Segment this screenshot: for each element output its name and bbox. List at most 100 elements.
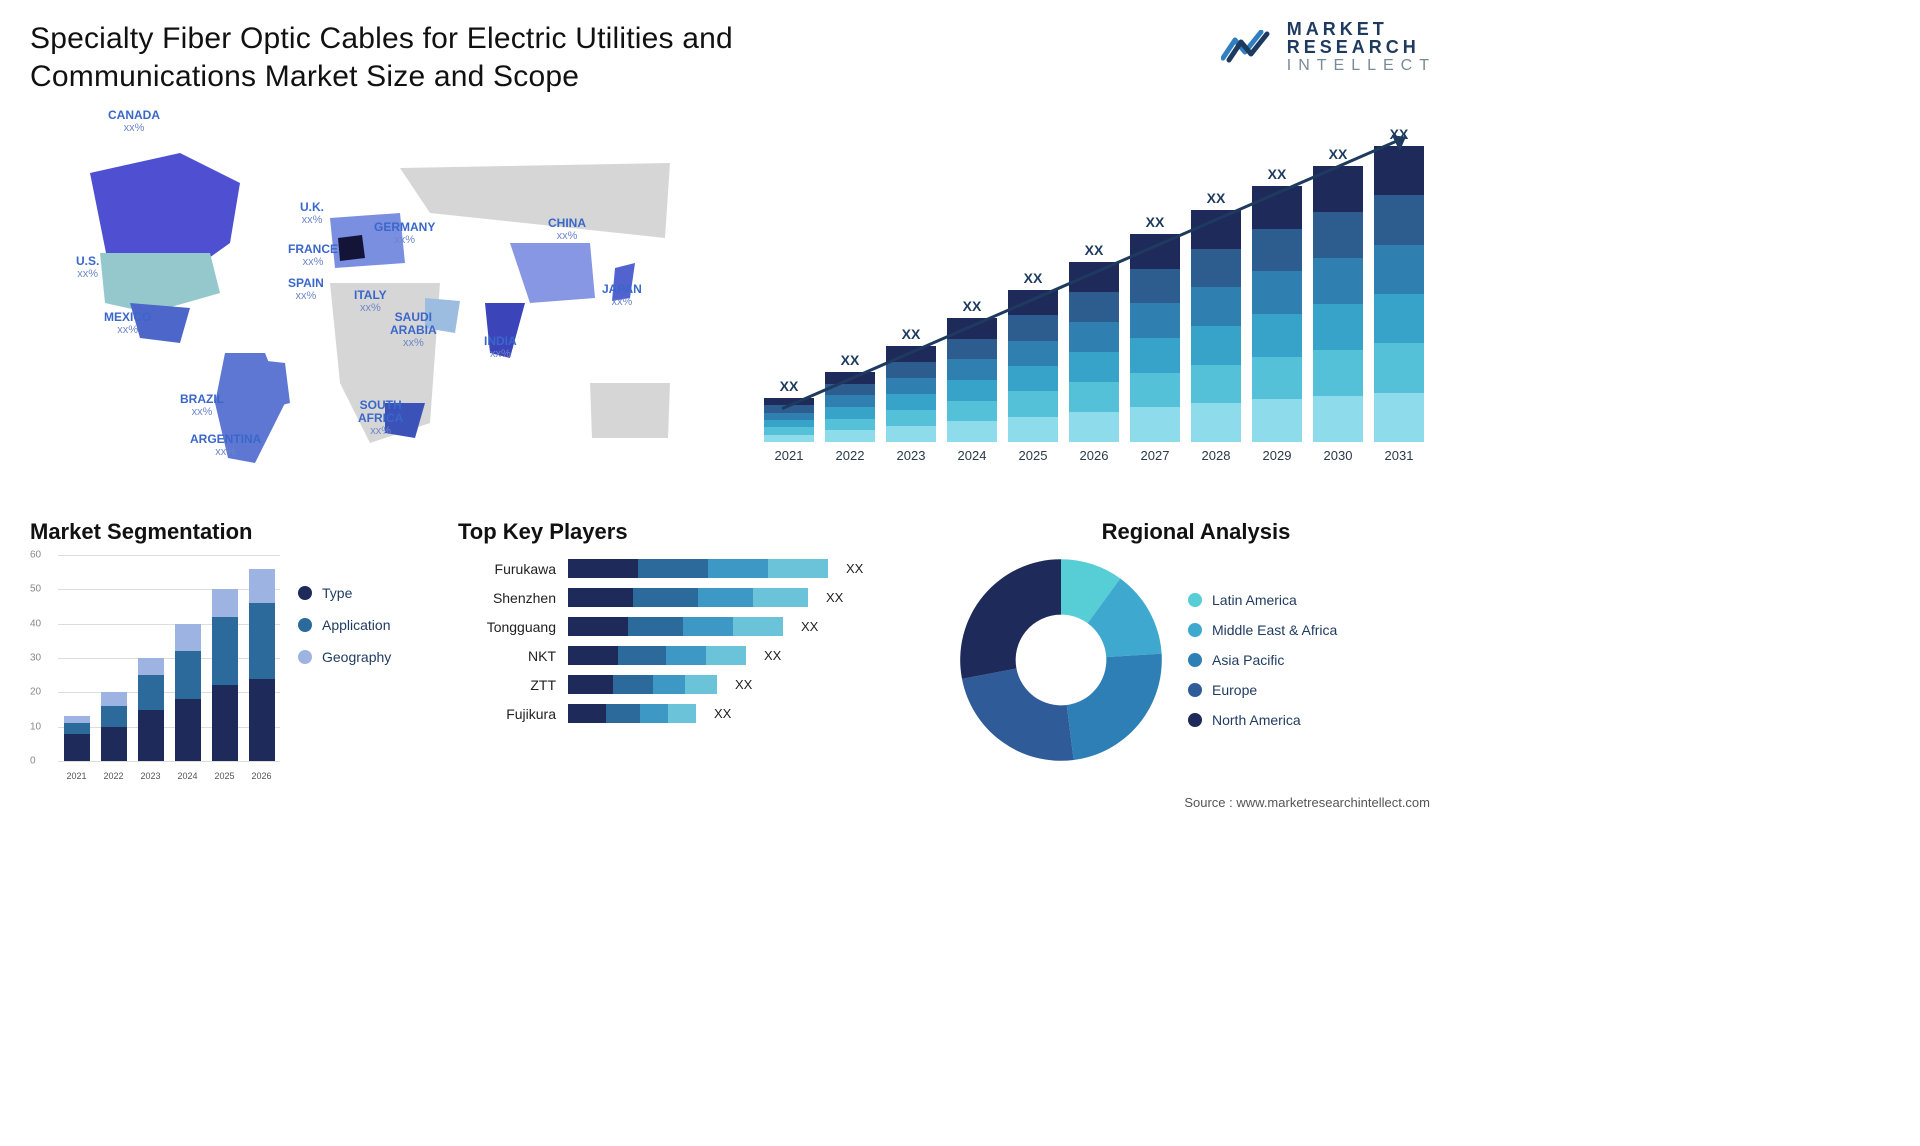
- page-title: Specialty Fiber Optic Cables for Electri…: [30, 20, 750, 95]
- player-bar: [568, 675, 717, 694]
- growth-value-label: XX: [1390, 126, 1409, 142]
- segmentation-legend: TypeApplicationGeography: [298, 555, 391, 785]
- map-label-germany: GERMANYxx%: [374, 221, 435, 246]
- player-name: NKT: [458, 648, 568, 664]
- growth-seg: [1252, 186, 1302, 229]
- growth-seg: [1191, 249, 1241, 288]
- logo-text-3: INTELLECT: [1287, 58, 1436, 74]
- growth-seg: [1374, 245, 1424, 294]
- world-map: CANADAxx%U.S.xx%MEXICOxx%BRAZILxx%ARGENT…: [30, 103, 720, 493]
- legend-label: North America: [1212, 712, 1301, 728]
- seg-seg: [175, 624, 201, 651]
- seg-seg: [249, 569, 275, 603]
- map-label-u-s-: U.S.xx%: [76, 255, 99, 280]
- player-value: XX: [714, 706, 731, 721]
- player-seg: [753, 588, 808, 607]
- growth-year-label: 2028: [1202, 448, 1231, 463]
- growth-seg: [1130, 234, 1180, 269]
- player-bar: [568, 646, 746, 665]
- player-seg: [568, 559, 638, 578]
- map-label-italy: ITALYxx%: [354, 289, 387, 314]
- growth-seg: [886, 362, 936, 378]
- growth-seg: [764, 420, 814, 427]
- map-label-saudi-arabia: SAUDIARABIAxx%: [390, 311, 437, 349]
- seg-seg: [138, 675, 164, 709]
- regional-donut: [956, 555, 1166, 765]
- growth-seg: [886, 426, 936, 442]
- growth-seg: [1130, 407, 1180, 442]
- regional-legend-item: North America: [1188, 712, 1337, 728]
- growth-seg: [1069, 382, 1119, 412]
- donut-slice: [960, 559, 1061, 679]
- seg-bar-2024: [175, 624, 201, 761]
- seg-xlabel: 2025: [214, 771, 234, 781]
- player-name: Shenzhen: [458, 590, 568, 606]
- map-label-brazil: BRAZILxx%: [180, 393, 224, 418]
- player-seg: [668, 704, 696, 723]
- growth-seg: [886, 346, 936, 362]
- player-value: XX: [764, 648, 781, 663]
- player-seg: [568, 617, 628, 636]
- source-label: Source : www.marketresearchintellect.com: [30, 795, 1436, 810]
- growth-year-label: 2021: [775, 448, 804, 463]
- player-value: XX: [846, 561, 863, 576]
- seg-ylabel: 0: [30, 756, 36, 767]
- donut-slice: [1067, 654, 1162, 760]
- legend-dot-icon: [298, 618, 312, 632]
- seg-seg: [212, 589, 238, 616]
- growth-year-label: 2023: [897, 448, 926, 463]
- regional-legend-item: Europe: [1188, 682, 1337, 698]
- legend-label: Asia Pacific: [1212, 652, 1284, 668]
- seg-legend-item: Geography: [298, 649, 391, 665]
- growth-seg: [1191, 287, 1241, 326]
- seg-seg: [212, 617, 238, 686]
- growth-chart: XX2021XX2022XX2023XX2024XX2025XX2026XX20…: [752, 103, 1436, 493]
- seg-ylabel: 20: [30, 687, 41, 698]
- player-seg: [768, 559, 828, 578]
- map-label-canada: CANADAxx%: [108, 109, 160, 134]
- seg-bar-2023: [138, 658, 164, 761]
- seg-legend-item: Application: [298, 617, 391, 633]
- growth-seg: [947, 339, 997, 360]
- growth-seg: [1008, 417, 1058, 442]
- growth-seg: [1252, 399, 1302, 442]
- growth-year-label: 2031: [1385, 448, 1414, 463]
- player-bar: [568, 704, 696, 723]
- player-seg: [606, 704, 640, 723]
- growth-seg: [825, 407, 875, 419]
- player-value: XX: [826, 590, 843, 605]
- player-name: ZTT: [458, 677, 568, 693]
- seg-seg: [212, 685, 238, 761]
- seg-ylabel: 50: [30, 584, 41, 595]
- growth-seg: [886, 378, 936, 394]
- seg-ylabel: 10: [30, 721, 41, 732]
- growth-seg: [1130, 269, 1180, 304]
- growth-seg: [1191, 365, 1241, 404]
- seg-ylabel: 60: [30, 550, 41, 561]
- map-region-usa: [100, 253, 220, 313]
- seg-seg: [64, 723, 90, 733]
- player-name: Furukawa: [458, 561, 568, 577]
- seg-bar-2025: [212, 589, 238, 761]
- logo-text-2: RESEARCH: [1287, 38, 1436, 56]
- seg-seg: [249, 603, 275, 679]
- map-label-mexico: MEXICOxx%: [104, 311, 151, 336]
- map-region-russia: [400, 163, 670, 238]
- player-seg: [685, 675, 717, 694]
- growth-year-label: 2029: [1263, 448, 1292, 463]
- growth-year-label: 2025: [1019, 448, 1048, 463]
- player-seg: [708, 559, 768, 578]
- growth-value-label: XX: [780, 378, 799, 394]
- growth-value-label: XX: [1268, 166, 1287, 182]
- legend-dot-icon: [1188, 713, 1202, 727]
- player-value: XX: [801, 619, 818, 634]
- seg-seg: [101, 727, 127, 761]
- growth-seg: [947, 421, 997, 442]
- seg-seg: [101, 692, 127, 706]
- player-seg: [633, 588, 698, 607]
- growth-seg: [886, 410, 936, 426]
- seg-seg: [175, 651, 201, 699]
- growth-value-label: XX: [963, 298, 982, 314]
- growth-bar-2021: XX 2021: [762, 378, 816, 463]
- growth-bar-2031: XX 2031: [1372, 126, 1426, 463]
